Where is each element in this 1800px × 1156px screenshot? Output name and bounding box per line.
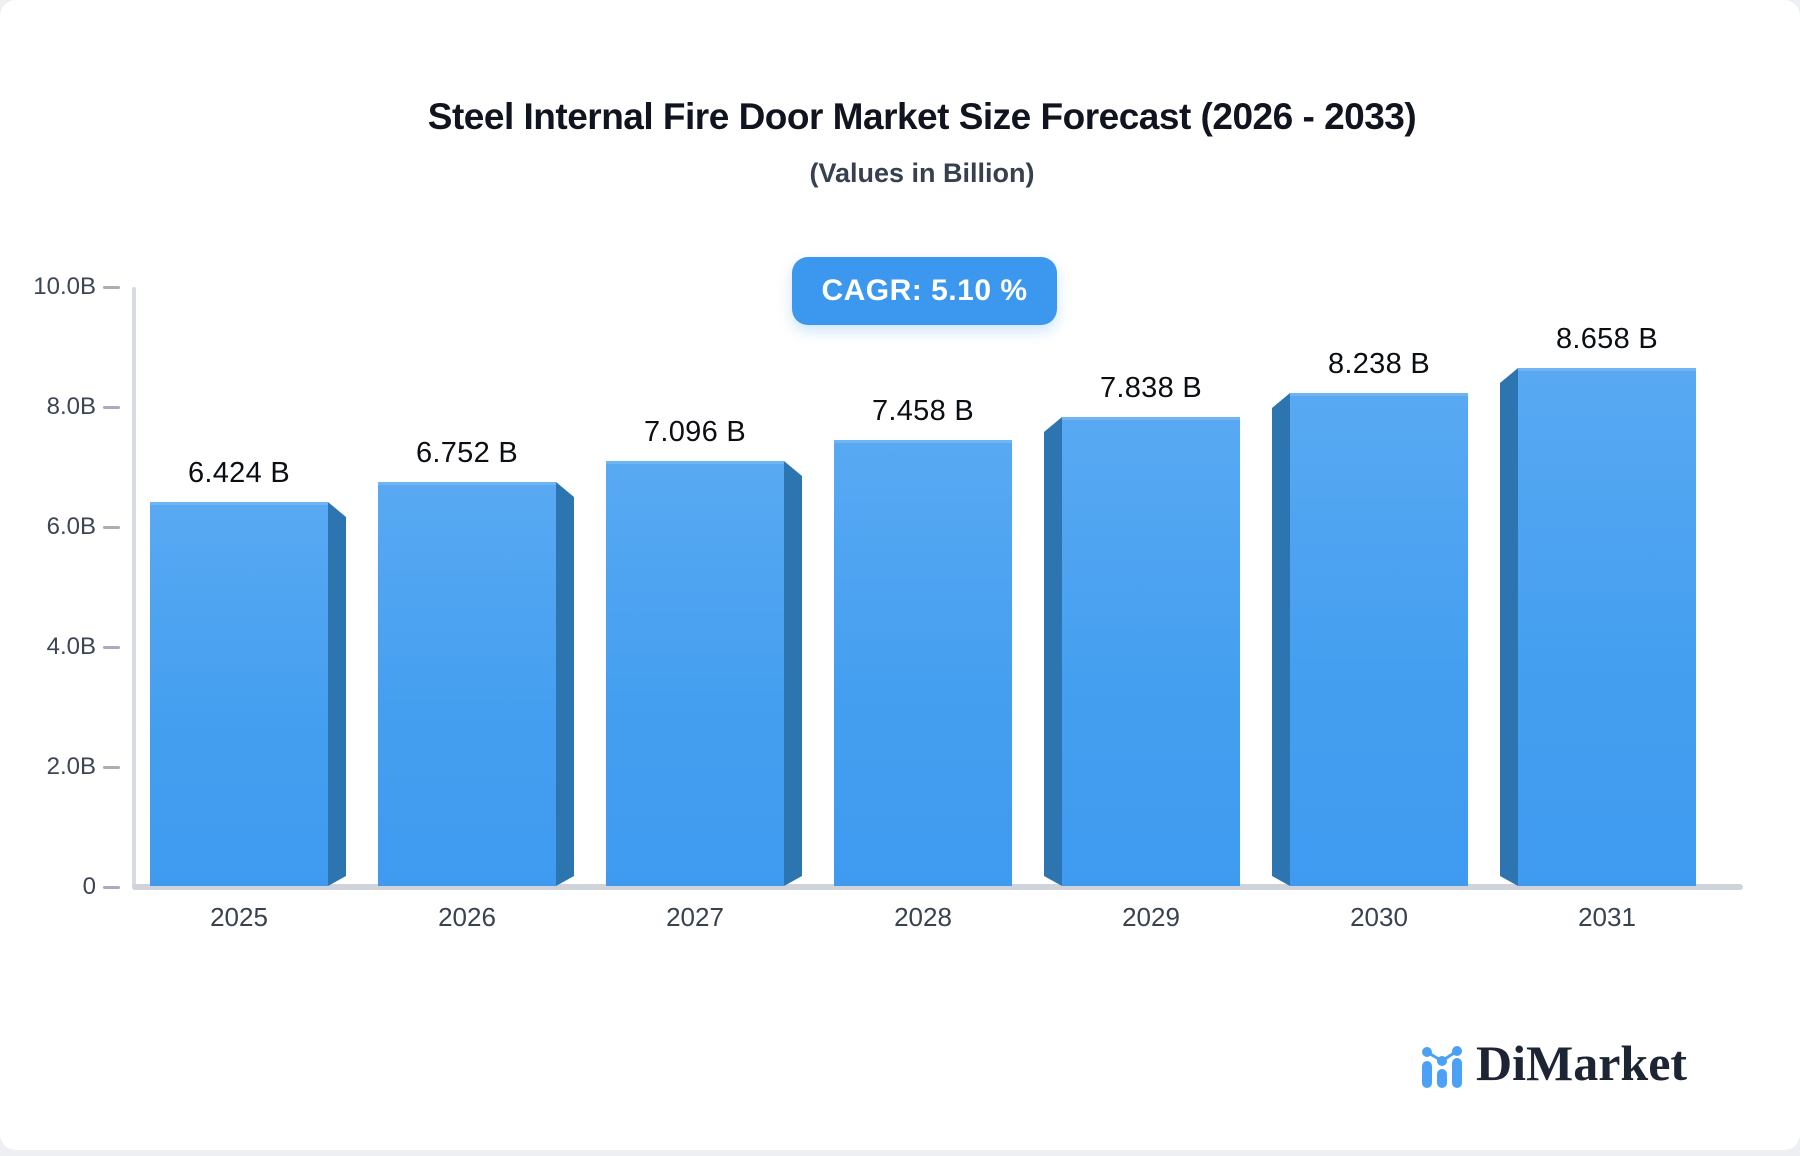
x-axis-label: 2029 xyxy=(1122,902,1180,932)
y-axis-tick-label: 0 xyxy=(82,873,96,900)
bar-value-label: 7.458 B xyxy=(871,395,975,427)
x-axis-label: 2025 xyxy=(210,902,268,932)
bar-3d-bevel xyxy=(1044,417,1062,886)
y-axis-tick-mark xyxy=(103,526,120,529)
bar-3d-bevel xyxy=(784,461,802,886)
x-axis-label: 2026 xyxy=(438,902,496,932)
brand-name: DiMarket xyxy=(1476,1035,1688,1091)
y-axis-tick-label: 2.0B xyxy=(46,753,96,780)
bar-2028 xyxy=(834,440,1012,886)
x-axis-label: 2027 xyxy=(666,902,724,932)
brand-logo: DiMarket xyxy=(1418,1038,1687,1088)
y-axis-tick-mark xyxy=(103,406,120,409)
bar-2030 xyxy=(1290,393,1468,886)
bar-value-label: 7.096 B xyxy=(643,416,747,448)
y-axis-line xyxy=(132,287,136,888)
y-axis-tick-label: 4.0B xyxy=(46,633,96,660)
bar-2026 xyxy=(378,482,556,886)
y-axis-tick-mark xyxy=(103,286,120,289)
chart-subtitle: (Values in Billion) xyxy=(809,158,1035,188)
chart-title: Steel Internal Fire Door Market Size For… xyxy=(427,96,1417,137)
x-axis-label: 2030 xyxy=(1350,902,1408,932)
y-axis-tick-mark xyxy=(103,886,120,889)
y-axis-tick-label: 8.0B xyxy=(46,393,96,420)
bar-3d-bevel xyxy=(1500,368,1518,886)
y-axis-tick-mark xyxy=(103,766,120,769)
bar-2025 xyxy=(150,502,328,886)
x-axis-label: 2028 xyxy=(894,902,952,932)
cagr-badge-label: CAGR: 5.10 % xyxy=(821,274,1028,307)
bar-value-label: 8.658 B xyxy=(1555,323,1659,355)
y-axis-tick-mark xyxy=(103,646,120,649)
cagr-badge: CAGR: 5.10 % xyxy=(792,257,1057,325)
x-axis-baseline xyxy=(132,884,1743,890)
brand-bar-chart-icon xyxy=(1422,1046,1462,1088)
bar-value-label: 6.752 B xyxy=(415,437,519,469)
bar-value-label: 7.838 B xyxy=(1099,372,1203,404)
y-axis-tick-label: 10.0B xyxy=(33,273,96,300)
bar-value-label: 8.238 B xyxy=(1327,348,1431,380)
bar-3d-bevel xyxy=(1272,393,1290,886)
chart-header: Steel Internal Fire Door Market Size For… xyxy=(22,0,1800,189)
bar-2031 xyxy=(1518,368,1696,886)
bar-3d-bevel xyxy=(556,482,574,886)
x-axis-label: 2031 xyxy=(1578,902,1636,932)
bar-2029 xyxy=(1062,417,1240,886)
bar-value-label: 6.424 B xyxy=(187,457,291,489)
y-axis-tick-label: 6.0B xyxy=(46,513,96,540)
bar-2027 xyxy=(606,461,784,886)
bar-3d-bevel xyxy=(328,502,346,886)
